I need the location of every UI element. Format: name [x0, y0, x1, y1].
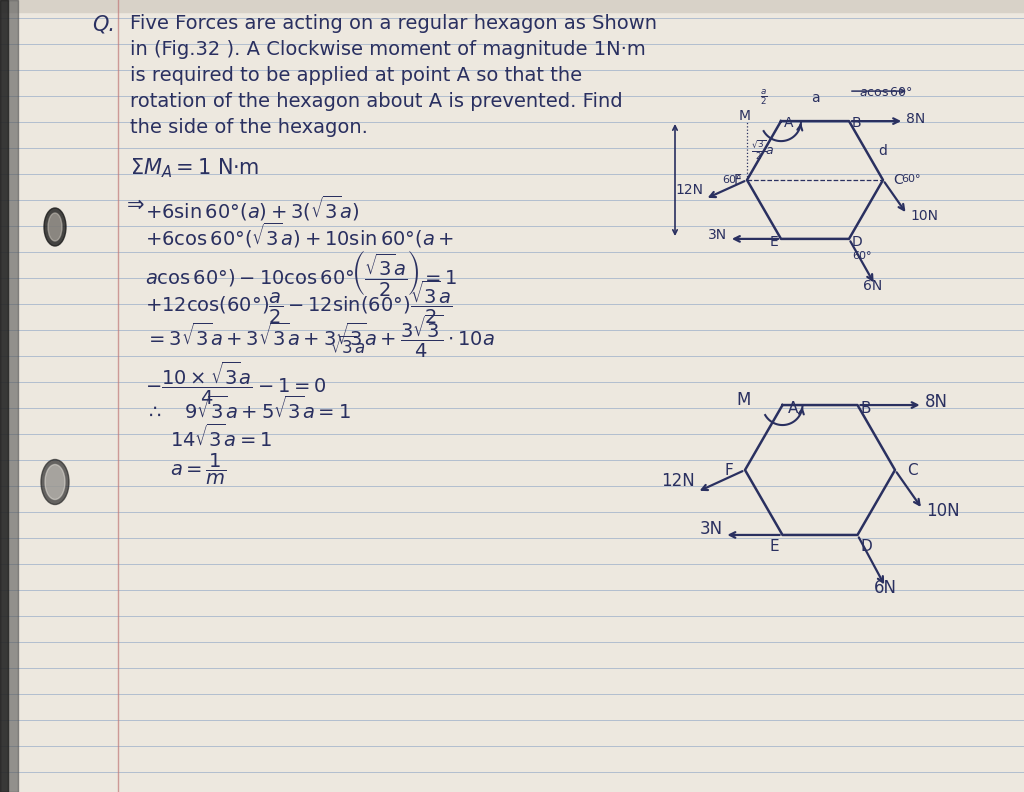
Text: $a = \dfrac{1}{m}$: $a = \dfrac{1}{m}$	[170, 452, 227, 487]
Text: a: a	[811, 91, 819, 105]
Text: $\sqrt{3}a$: $\sqrt{3}a$	[330, 336, 366, 358]
Text: M: M	[739, 109, 751, 123]
Text: 10N: 10N	[910, 209, 938, 223]
Text: 60°: 60°	[901, 174, 921, 184]
Text: $+ 12\cos(60°)\dfrac{a}{2} - 12\sin(60°)\dfrac{\sqrt{3}a}{2}$: $+ 12\cos(60°)\dfrac{a}{2} - 12\sin(60°)…	[145, 279, 453, 326]
Text: $\frac{\sqrt{3}}{2}a$: $\frac{\sqrt{3}}{2}a$	[751, 139, 775, 162]
Text: $+ 6\cos60°(\sqrt{3}a) + 10\sin60°(a +$: $+ 6\cos60°(\sqrt{3}a) + 10\sin60°(a +$	[145, 221, 455, 250]
Bar	[0, 0, 18, 792]
Text: 8N: 8N	[906, 112, 926, 126]
Text: A: A	[787, 401, 798, 416]
Text: E: E	[769, 235, 778, 249]
Text: 3N: 3N	[708, 228, 727, 242]
Text: C: C	[907, 463, 918, 478]
Text: M: M	[736, 391, 751, 409]
Text: 3N: 3N	[699, 520, 723, 538]
Text: F: F	[724, 463, 733, 478]
Text: E: E	[770, 539, 779, 554]
Text: Five Forces are acting on a regular hexagon as Shown: Five Forces are acting on a regular hexa…	[130, 14, 657, 33]
Text: 6N: 6N	[874, 579, 897, 597]
Text: d: d	[878, 143, 887, 158]
Text: the side of the hexagon.: the side of the hexagon.	[130, 118, 368, 137]
Text: in (Fig.32 ). A Clockwise moment of magnitude 1N·m: in (Fig.32 ). A Clockwise moment of magn…	[130, 40, 646, 59]
Text: 6N: 6N	[863, 279, 883, 293]
Text: $+6\sin60°(a) + 3(\sqrt{3}a)$: $+6\sin60°(a) + 3(\sqrt{3}a)$	[145, 194, 359, 223]
Ellipse shape	[41, 459, 69, 505]
Text: $\Rightarrow$: $\Rightarrow$	[122, 194, 144, 214]
Ellipse shape	[45, 464, 65, 500]
Text: $\frac{a}{2}$: $\frac{a}{2}$	[760, 88, 768, 107]
Text: $14\sqrt{3}a = 1$: $14\sqrt{3}a = 1$	[170, 424, 272, 451]
Text: D: D	[860, 539, 872, 554]
Bar	[0, 0, 1024, 12]
Text: $= 3\sqrt{3}a + 3\sqrt{3}a + 3\sqrt{3}a + \dfrac{3\sqrt{3}}{4} \cdot 10a$: $= 3\sqrt{3}a + 3\sqrt{3}a + 3\sqrt{3}a …	[145, 313, 495, 360]
Text: B: B	[852, 116, 861, 130]
Text: F: F	[734, 173, 742, 187]
Text: rotation of the hexagon about A is prevented. Find: rotation of the hexagon about A is preve…	[130, 92, 623, 111]
Text: 10N: 10N	[926, 502, 959, 520]
Text: $-\dfrac{10 \times \sqrt{3}a}{4} - 1 = 0$: $-\dfrac{10 \times \sqrt{3}a}{4} - 1 = 0…	[145, 360, 327, 407]
Text: 60°: 60°	[852, 251, 871, 261]
Bar	[0, 0, 8, 792]
Text: 8N: 8N	[925, 393, 947, 411]
Text: 12N: 12N	[675, 183, 703, 197]
Text: Q.: Q.	[92, 14, 115, 34]
Ellipse shape	[48, 213, 62, 241]
Text: $\therefore\quad 9\sqrt{3}a + 5\sqrt{3}a = 1$: $\therefore\quad 9\sqrt{3}a + 5\sqrt{3}a…	[145, 396, 351, 423]
Text: 12N: 12N	[662, 472, 695, 490]
Text: is required to be applied at point A so that the: is required to be applied at point A so …	[130, 66, 582, 85]
Text: 60°: 60°	[723, 175, 742, 185]
Text: D: D	[852, 235, 863, 249]
Text: $\Sigma M_A = 1$ N·m: $\Sigma M_A = 1$ N·m	[130, 156, 259, 180]
Text: B: B	[860, 401, 871, 416]
Ellipse shape	[44, 208, 66, 246]
Text: $a\cos60°) - 10\cos60°\!\left(\dfrac{\sqrt{3}a}{2}\right) = 1$: $a\cos60°) - 10\cos60°\!\left(\dfrac{\sq…	[145, 248, 457, 298]
Text: C: C	[893, 173, 903, 187]
Text: $a\cos60°$: $a\cos60°$	[859, 86, 912, 99]
Text: A: A	[784, 116, 794, 130]
